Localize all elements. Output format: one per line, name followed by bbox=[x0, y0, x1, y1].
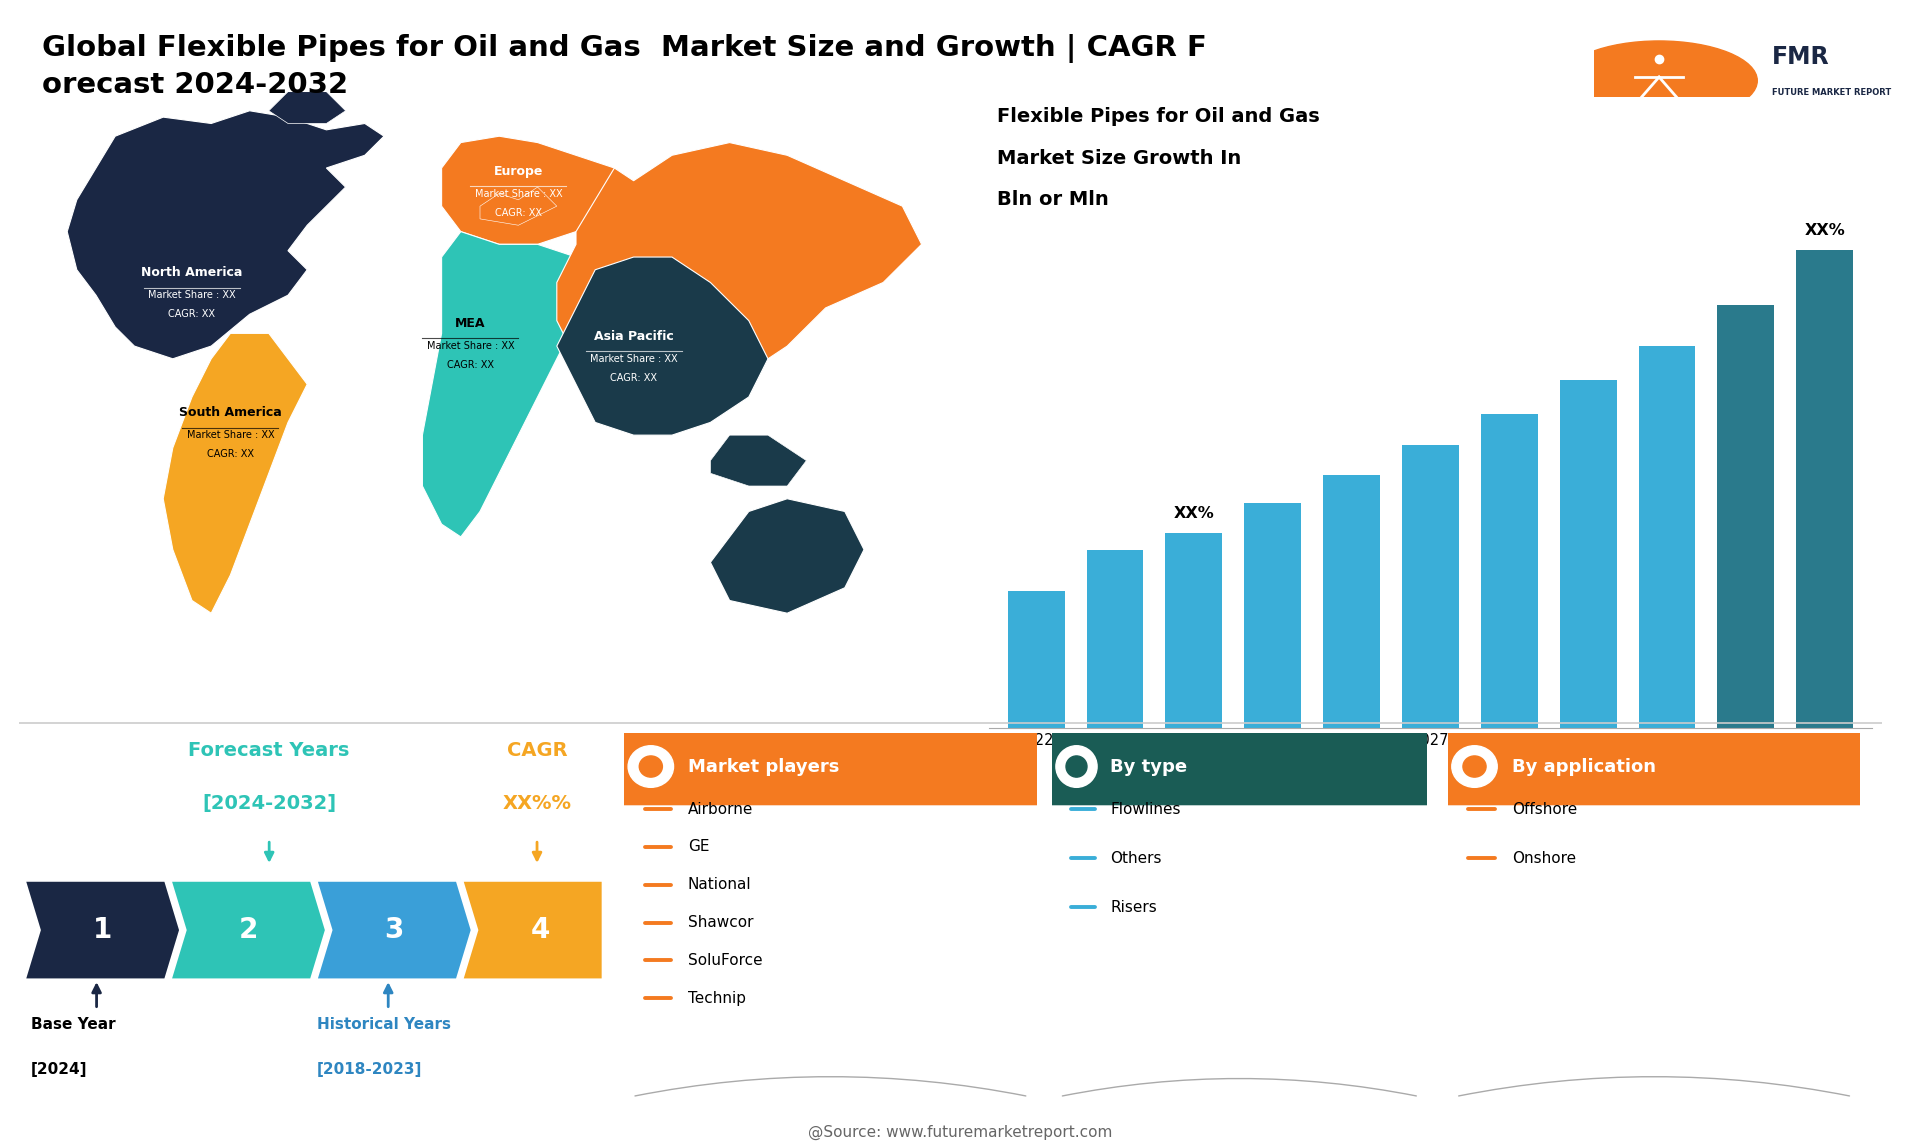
Text: Europe: Europe bbox=[493, 165, 543, 178]
Text: 1: 1 bbox=[92, 916, 111, 944]
Text: Market Size Growth In: Market Size Growth In bbox=[996, 149, 1240, 167]
Polygon shape bbox=[163, 333, 307, 613]
Text: 4: 4 bbox=[530, 916, 549, 944]
Polygon shape bbox=[422, 231, 595, 536]
Bar bbox=[1797, 250, 1853, 728]
Text: Market Share : XX: Market Share : XX bbox=[474, 189, 563, 198]
Bar bbox=[1008, 591, 1064, 728]
Text: Base Year: Base Year bbox=[31, 1018, 115, 1033]
Text: [2024]: [2024] bbox=[31, 1062, 88, 1077]
Text: [2018-2023]: [2018-2023] bbox=[317, 1062, 422, 1077]
Polygon shape bbox=[25, 881, 180, 979]
Polygon shape bbox=[442, 136, 634, 244]
Polygon shape bbox=[171, 881, 326, 979]
Bar bbox=[1718, 305, 1774, 728]
Text: Historical Years: Historical Years bbox=[317, 1018, 451, 1033]
Text: Offshore: Offshore bbox=[1511, 801, 1576, 817]
Text: Global Flexible Pipes for Oil and Gas  Market Size and Growth | CAGR F
orecast 2: Global Flexible Pipes for Oil and Gas Ma… bbox=[42, 34, 1208, 99]
Text: FMR: FMR bbox=[1772, 45, 1830, 69]
Text: By application: By application bbox=[1511, 758, 1655, 776]
Bar bbox=[1480, 414, 1538, 728]
Text: SoluForce: SoluForce bbox=[687, 952, 762, 968]
Text: Forecast Years: Forecast Years bbox=[188, 741, 349, 760]
Bar bbox=[1244, 503, 1302, 728]
Text: Asia Pacific: Asia Pacific bbox=[593, 330, 674, 343]
Circle shape bbox=[1452, 746, 1498, 787]
Text: 3: 3 bbox=[384, 916, 403, 944]
Text: FUTURE MARKET REPORT: FUTURE MARKET REPORT bbox=[1772, 88, 1891, 97]
Bar bbox=[1165, 533, 1223, 728]
Text: Bln or Mln: Bln or Mln bbox=[996, 190, 1108, 209]
Polygon shape bbox=[710, 499, 864, 613]
Circle shape bbox=[639, 756, 662, 777]
Text: Technip: Technip bbox=[687, 990, 747, 1006]
Polygon shape bbox=[317, 881, 472, 979]
Text: CAGR: CAGR bbox=[507, 741, 566, 760]
Text: GE: GE bbox=[687, 839, 710, 855]
Text: CAGR: XX: CAGR: XX bbox=[447, 360, 493, 370]
Polygon shape bbox=[557, 142, 922, 410]
Text: Market Share : XX: Market Share : XX bbox=[148, 290, 236, 300]
Text: XX%: XX% bbox=[1173, 507, 1213, 521]
Text: South America: South America bbox=[179, 407, 282, 419]
Text: Onshore: Onshore bbox=[1511, 850, 1576, 865]
Bar bbox=[1402, 445, 1459, 728]
Text: @Source: www.futuremarketreport.com: @Source: www.futuremarketreport.com bbox=[808, 1125, 1112, 1140]
Text: Market players: Market players bbox=[687, 758, 839, 776]
Bar bbox=[1559, 379, 1617, 728]
FancyBboxPatch shape bbox=[1046, 728, 1432, 806]
Text: National: National bbox=[687, 877, 751, 893]
Polygon shape bbox=[269, 92, 346, 124]
Text: XX%: XX% bbox=[1805, 223, 1845, 238]
Text: North America: North America bbox=[142, 267, 242, 280]
Bar bbox=[1087, 550, 1144, 728]
Polygon shape bbox=[480, 187, 557, 226]
Circle shape bbox=[1056, 746, 1096, 787]
Text: Airborne: Airborne bbox=[687, 801, 753, 817]
Text: Market Share : XX: Market Share : XX bbox=[426, 342, 515, 352]
Bar bbox=[1638, 346, 1695, 728]
Text: By type: By type bbox=[1110, 758, 1187, 776]
Circle shape bbox=[1463, 756, 1486, 777]
Text: Flowlines: Flowlines bbox=[1110, 801, 1181, 817]
Polygon shape bbox=[710, 435, 806, 486]
FancyBboxPatch shape bbox=[1442, 728, 1866, 806]
Text: Flexible Pipes for Oil and Gas: Flexible Pipes for Oil and Gas bbox=[996, 107, 1319, 126]
Text: MEA: MEA bbox=[455, 317, 486, 330]
Polygon shape bbox=[67, 111, 384, 359]
Text: Others: Others bbox=[1110, 850, 1162, 865]
Polygon shape bbox=[557, 257, 768, 435]
Text: CAGR: XX: CAGR: XX bbox=[169, 309, 215, 320]
Text: CAGR: XX: CAGR: XX bbox=[207, 449, 253, 460]
Text: CAGR: XX: CAGR: XX bbox=[495, 207, 541, 218]
Text: Market Share : XX: Market Share : XX bbox=[186, 430, 275, 440]
Bar bbox=[1323, 476, 1380, 728]
FancyBboxPatch shape bbox=[618, 728, 1043, 806]
Text: Market Share : XX: Market Share : XX bbox=[589, 354, 678, 364]
Text: [2024-2032]: [2024-2032] bbox=[202, 794, 336, 813]
Text: XX%%: XX%% bbox=[503, 794, 572, 813]
Text: Shawcor: Shawcor bbox=[687, 915, 753, 931]
Circle shape bbox=[1561, 41, 1757, 120]
Text: Risers: Risers bbox=[1110, 900, 1158, 915]
Circle shape bbox=[628, 746, 674, 787]
Circle shape bbox=[1066, 756, 1087, 777]
Polygon shape bbox=[463, 881, 603, 979]
Text: 2: 2 bbox=[238, 916, 257, 944]
Text: CAGR: XX: CAGR: XX bbox=[611, 374, 657, 383]
